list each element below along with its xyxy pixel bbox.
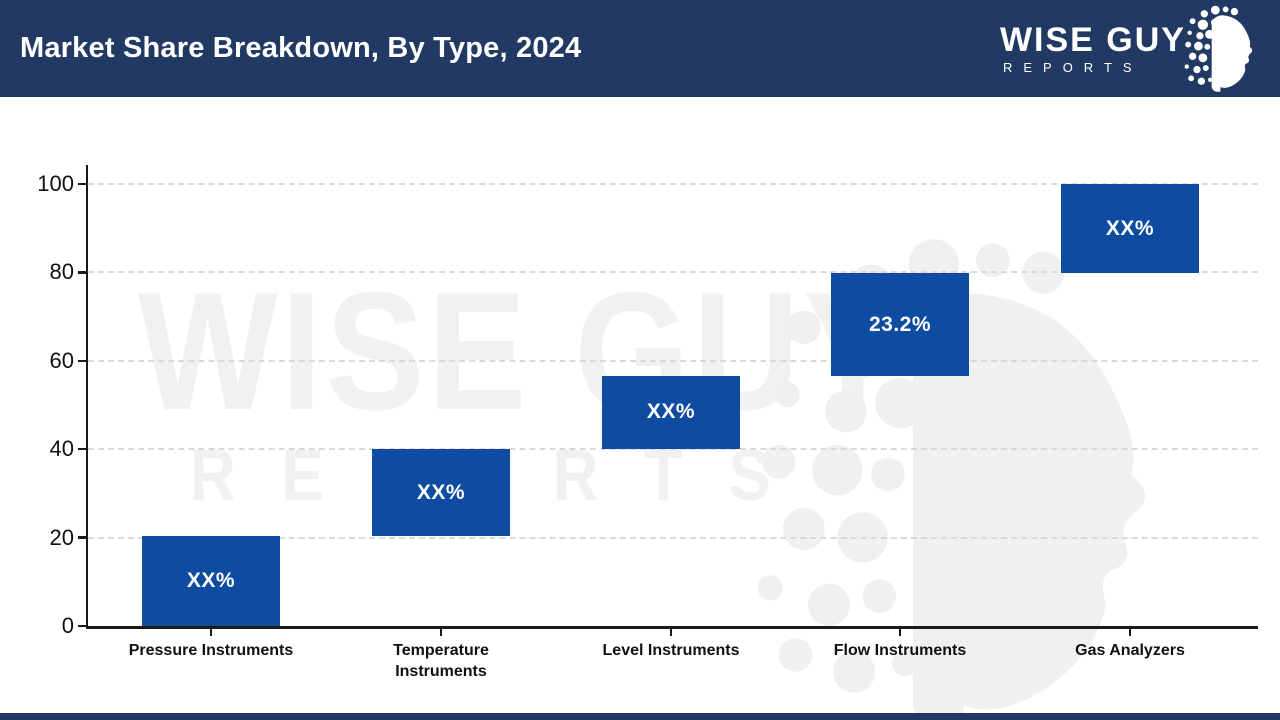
gridline-80 [88, 271, 1258, 274]
category-label-temperature-instruments: Temperature Instruments [393, 642, 489, 680]
y-axis-line [85, 165, 88, 628]
category-label-flow-instruments: Flow Instruments [833, 642, 967, 659]
y-tick-label-20: 20 [49, 524, 74, 550]
x-tickmark-level-instruments [669, 628, 673, 636]
gridline-40 [88, 448, 1258, 451]
x-tickmark-flow-instruments [898, 628, 902, 636]
y-tickmark-100 [78, 182, 88, 186]
watermark-wordmark: WISE GUY [138, 257, 906, 445]
y-tickmark-80 [78, 271, 88, 274]
logo-text: WISE GUY REPORTS [1000, 23, 1186, 74]
logo-subtitle: REPORTS [1002, 60, 1143, 75]
chart-title: Market Share Breakdown, By Type, 2024 [20, 32, 582, 64]
logo-wordmark: WISE GUY [999, 21, 1186, 59]
y-tickmark-20 [78, 536, 88, 539]
y-tick-label-80: 80 [49, 259, 74, 285]
y-tick-label-0: 0 [61, 613, 74, 638]
category-label-gas-analyzers: Gas Analyzers [1075, 642, 1185, 659]
gridline-60 [88, 359, 1258, 362]
bar-gas-analyzers: XX% [1061, 184, 1199, 274]
bar-level-instruments: XX% [602, 375, 740, 450]
bar-value-label: XX% [186, 569, 236, 593]
category-label-pressure-instruments: Pressure Instruments [128, 642, 294, 659]
y-tick-label-40: 40 [49, 436, 74, 462]
x-tickmark-temperature-instruments [439, 628, 443, 636]
category-label-level-instruments: Level Instruments [602, 642, 740, 659]
bar-flow-instruments: 23.2% [831, 273, 969, 376]
bar-temperature-instruments: XX% [372, 449, 510, 537]
dotted-face-icon [1184, 5, 1253, 92]
x-axis-line [85, 626, 1258, 629]
x-tickmark-pressure-instruments [209, 628, 213, 636]
wise-guy-logo: WISE GUY REPORTS [1000, 5, 1256, 93]
y-tickmark-0 [78, 624, 88, 628]
y-tick-label-100: 100 [37, 171, 74, 196]
bar-value-label: XX% [1105, 216, 1155, 240]
y-tickmark-40 [78, 447, 88, 451]
x-tickmark-gas-analyzers [1128, 628, 1132, 636]
chart-area: WISE GUY REPORTS 020406080100XX%Pressure… [0, 97, 1280, 713]
bar-pressure-instruments: XX% [142, 536, 280, 626]
y-tickmark-60 [78, 359, 88, 363]
bar-value-label: 23.2% [868, 312, 932, 336]
y-tick-label-60: 60 [49, 347, 74, 373]
bar-value-label: XX% [416, 480, 466, 504]
gridline-20 [88, 536, 1258, 539]
header-bar: Market Share Breakdown, By Type, 2024 WI… [0, 0, 1280, 97]
footer-bar [0, 713, 1280, 720]
gridline-100 [88, 183, 1258, 185]
bar-value-label: XX% [646, 400, 696, 424]
